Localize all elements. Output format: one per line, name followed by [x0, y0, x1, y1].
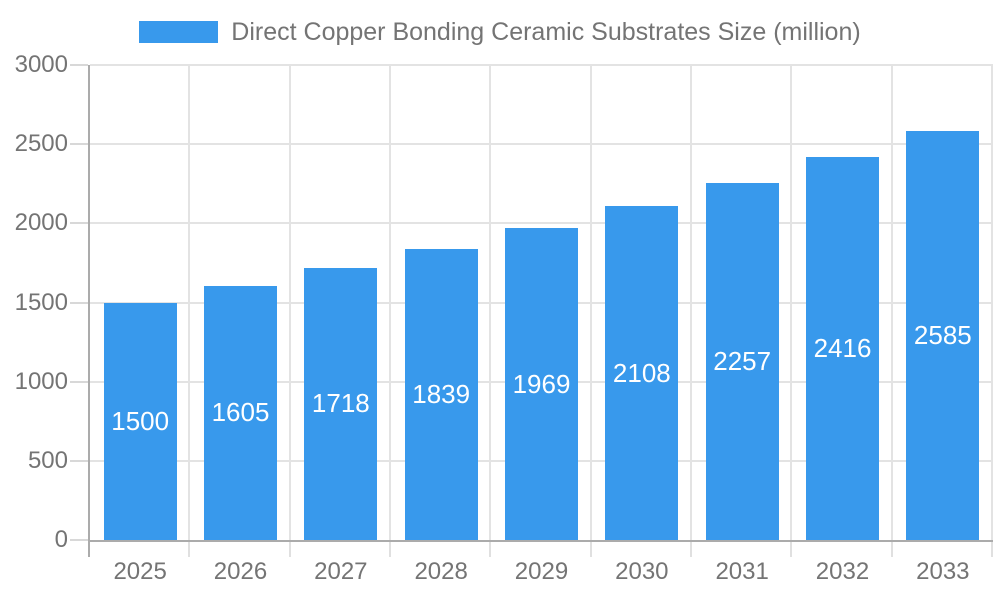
- legend: Direct Copper Bonding Ceramic Substrates…: [0, 16, 1000, 48]
- x-axis-tick-label: 2028: [414, 558, 468, 585]
- y-axis-tick-label: 2500: [14, 130, 68, 158]
- y-axis-tick: [70, 301, 88, 304]
- x-axis-tick: [188, 542, 191, 557]
- bar-value-label: 2257: [713, 345, 772, 376]
- x-axis-tick: [790, 542, 793, 557]
- bar-value-label: 2108: [612, 357, 671, 388]
- x-axis-tick-label: 2025: [113, 558, 167, 585]
- bar-2028[interactable]: 1839: [404, 248, 478, 540]
- legend-swatch[interactable]: [139, 21, 219, 43]
- x-axis-tick: [288, 542, 291, 557]
- x-axis-tick: [489, 542, 492, 557]
- gridline-vertical: [690, 65, 692, 540]
- gridline-horizontal: [90, 64, 993, 66]
- gridline-vertical: [489, 65, 492, 540]
- bar-2026[interactable]: 1605: [204, 285, 277, 540]
- gridline-horizontal: [90, 222, 993, 225]
- x-axis-tick: [690, 542, 692, 557]
- gridline-vertical: [991, 65, 993, 540]
- bar-2025[interactable]: 1500: [103, 302, 177, 540]
- y-axis-tick: [70, 222, 88, 225]
- bar-value-label: 1969: [512, 368, 571, 399]
- bar-value-label: 2416: [813, 333, 872, 364]
- y-axis-line-extension: [88, 542, 90, 557]
- legend-label: Direct Copper Bonding Ceramic Substrates…: [231, 17, 861, 46]
- plot-area: 1500 1605 1718 1839 1969 2108 2257 2416 2585: [88, 64, 993, 542]
- bar-2032[interactable]: 2416: [806, 157, 879, 540]
- x-axis-tick-label: 2030: [615, 558, 669, 585]
- bar-2027[interactable]: 1718: [304, 267, 378, 540]
- y-axis-tick: [70, 143, 88, 146]
- x-axis-tick-label: 2033: [916, 558, 970, 585]
- x-axis-tick-label: 2029: [514, 558, 569, 585]
- bar-value-label: 1839: [412, 378, 471, 409]
- y-axis-tick: [70, 539, 88, 541]
- gridline-vertical: [288, 65, 291, 540]
- y-axis-tick: [70, 380, 88, 383]
- x-axis-tick-label: 2026: [213, 558, 268, 585]
- gridline-vertical: [389, 65, 391, 540]
- bar-value-label: 1605: [211, 397, 270, 428]
- y-axis-tick-label: 1500: [14, 288, 68, 316]
- bar-2031[interactable]: 2257: [705, 182, 779, 540]
- bar-value-label: 2585: [913, 319, 972, 350]
- y-axis-tick-label: 3000: [14, 51, 68, 78]
- bar-2029[interactable]: 1969: [505, 228, 578, 540]
- x-axis-tick: [890, 542, 893, 557]
- x-axis-tick: [589, 542, 592, 557]
- x-axis-tick: [389, 542, 391, 557]
- x-axis-tick-label: 2031: [715, 558, 769, 585]
- x-axis-tick-label: 2032: [815, 558, 870, 585]
- bar-2033[interactable]: 2585: [906, 130, 980, 540]
- bar-2030[interactable]: 2108: [605, 206, 679, 540]
- y-axis-tick-label: 500: [27, 446, 68, 474]
- bar-value-label: 1500: [111, 405, 170, 436]
- x-axis-tick-label: 2027: [314, 558, 368, 585]
- y-axis-tick-label: 1000: [14, 367, 68, 395]
- y-axis-tick-label: 0: [54, 526, 68, 553]
- x-axis-tick: [991, 542, 993, 557]
- gridline-vertical: [589, 65, 592, 540]
- bar-value-label: 1718: [311, 388, 370, 419]
- gridline-horizontal: [90, 143, 993, 146]
- y-axis-tick-label: 2000: [14, 209, 68, 237]
- gridline-vertical: [790, 65, 793, 540]
- gridline-vertical: [188, 65, 191, 540]
- gridline-vertical: [890, 65, 893, 540]
- y-axis-tick: [70, 459, 88, 462]
- y-axis-tick: [70, 64, 88, 66]
